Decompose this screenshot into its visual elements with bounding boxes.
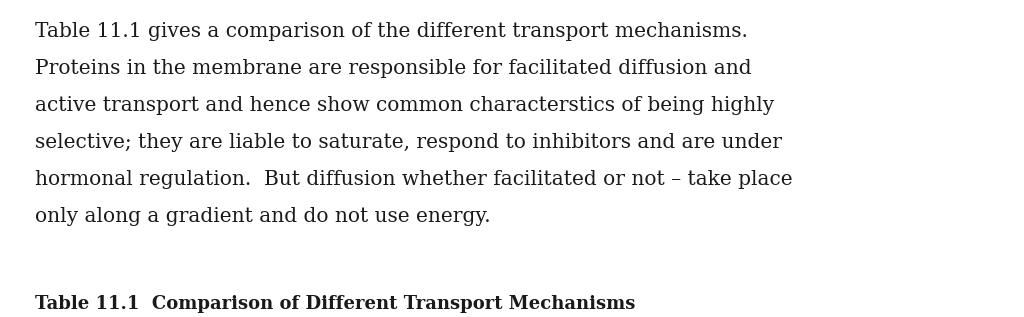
Text: Proteins in the membrane are responsible for facilitated diffusion and: Proteins in the membrane are responsible… bbox=[35, 59, 752, 78]
Text: active transport and hence show common characterstics of being highly: active transport and hence show common c… bbox=[35, 96, 774, 115]
Text: Table 11.1  Comparison of Different Transport Mechanisms: Table 11.1 Comparison of Different Trans… bbox=[35, 295, 635, 313]
Text: only along a gradient and do not use energy.: only along a gradient and do not use ene… bbox=[35, 207, 490, 226]
Text: hormonal regulation.  But diffusion whether facilitated or not – take place: hormonal regulation. But diffusion wheth… bbox=[35, 170, 793, 189]
Text: Table 11.1 gives a comparison of the different transport mechanisms.: Table 11.1 gives a comparison of the dif… bbox=[35, 22, 748, 41]
Text: selective; they are liable to saturate, respond to inhibitors and are under: selective; they are liable to saturate, … bbox=[35, 133, 782, 152]
